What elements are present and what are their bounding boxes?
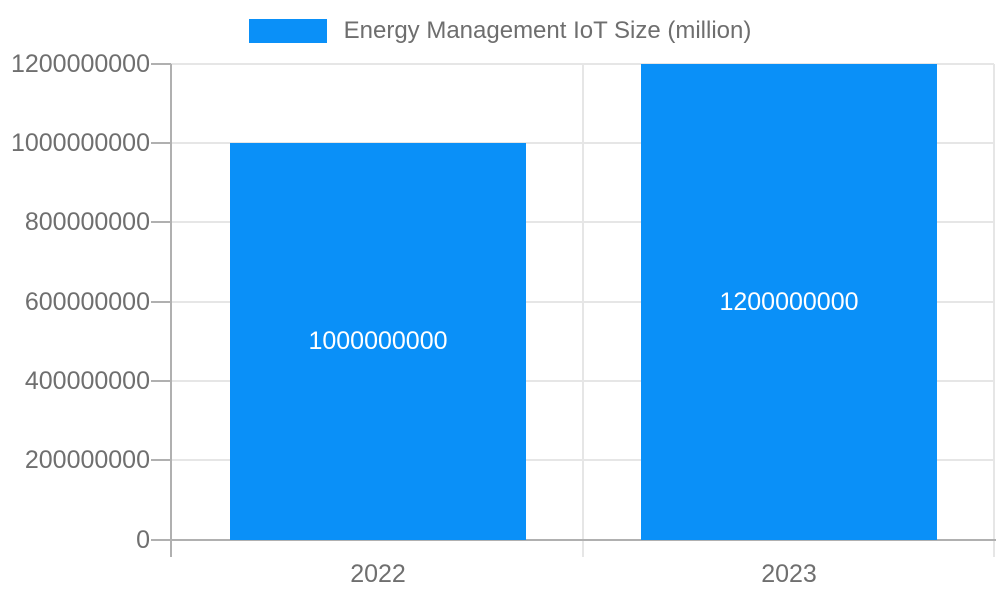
legend: Energy Management IoT Size (million) (0, 17, 1000, 45)
y-tick-label: 800000000 (24, 208, 150, 236)
y-axis-line (170, 64, 172, 557)
bar-value-label: 1000000000 (308, 327, 448, 355)
v-gridline (993, 64, 995, 557)
y-tick-label: 400000000 (24, 367, 150, 395)
y-tick-mark (151, 142, 171, 144)
bar-2023: 1200000000 (641, 64, 937, 540)
y-tick-mark (151, 380, 171, 382)
y-tick-label: 600000000 (24, 288, 150, 316)
y-tick-mark (151, 459, 171, 461)
y-tick-label: 1000000000 (10, 129, 150, 157)
x-tick-label: 2023 (761, 560, 817, 588)
y-tick-mark (151, 539, 171, 541)
y-tick-label: 0 (136, 526, 150, 554)
y-tick-mark (151, 63, 171, 65)
bar-2022: 1000000000 (230, 143, 526, 540)
x-axis-line (170, 539, 996, 541)
x-tick-label: 2022 (350, 560, 406, 588)
y-tick-label: 200000000 (24, 446, 150, 474)
y-tick-mark (151, 301, 171, 303)
legend-swatch (248, 19, 327, 43)
y-tick-mark (151, 221, 171, 223)
bar-value-label: 1200000000 (719, 287, 859, 316)
legend-label: Energy Management IoT Size (million) (343, 17, 752, 44)
v-gridline (582, 64, 584, 557)
y-tick-label: 1200000000 (10, 50, 150, 78)
